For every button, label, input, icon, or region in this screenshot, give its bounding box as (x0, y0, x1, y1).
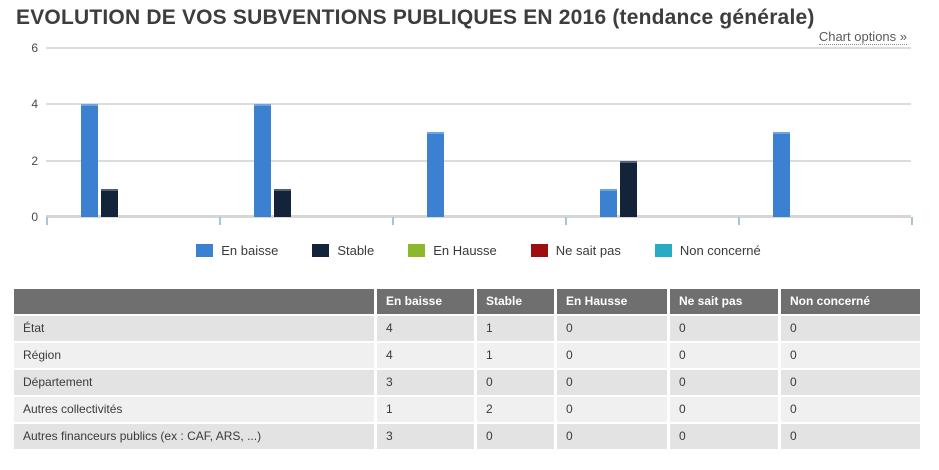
chart-options-link[interactable]: Chart options » (818, 29, 907, 45)
value-cell: 0 (781, 424, 920, 449)
legend-label: Stable (337, 243, 375, 258)
value-cell: 0 (557, 370, 667, 395)
value-cell: 0 (781, 370, 920, 395)
gridline (46, 160, 911, 162)
value-cell: 0 (477, 424, 554, 449)
legend-swatch-icon (312, 244, 330, 257)
legend-label: En Hausse (433, 243, 497, 258)
table-row: État 4 1 0 0 0 (14, 316, 920, 341)
table-header-cell: En baisse (377, 289, 474, 314)
value-cell: 0 (557, 343, 667, 368)
value-cell: 3 (377, 370, 474, 395)
legend-label: Non concerné (679, 243, 761, 258)
bar-en-baisse (81, 104, 98, 217)
x-axis-line (46, 215, 911, 218)
bar-en-baisse (427, 132, 444, 217)
value-cell: 0 (557, 397, 667, 422)
value-cell: 1 (477, 316, 554, 341)
value-cell: 0 (670, 343, 778, 368)
legend-label: En baisse (221, 243, 279, 258)
row-label: Département (14, 370, 374, 395)
row-label: Région (14, 343, 374, 368)
row-label: Autres financeurs publics (ex : CAF, ARS… (14, 424, 374, 449)
value-cell: 4 (377, 343, 474, 368)
bar-en-baisse (600, 189, 617, 217)
table-row: Autres financeurs publics (ex : CAF, ARS… (14, 424, 920, 449)
legend-item: En baisse (196, 243, 278, 258)
table-header-row: En baisse Stable En Hausse Ne sait pas Non c… (14, 289, 920, 314)
table-row: Département 3 0 0 0 0 (14, 370, 920, 395)
legend-swatch-icon (196, 244, 214, 257)
value-cell: 0 (781, 397, 920, 422)
y-axis-label: 2 (31, 154, 38, 168)
legend-item: Ne sait pas (530, 243, 621, 258)
table-header-cell: Non concerné (781, 289, 920, 314)
x-axis-tick (738, 217, 740, 225)
row-label: Autres collectivités (14, 397, 374, 422)
y-axis-label: 4 (31, 97, 38, 111)
value-cell: 0 (781, 343, 920, 368)
page-title: EVOLUTION DE VOS SUBVENTIONS PUBLIQUES E… (16, 6, 815, 29)
table-header-cell: Ne sait pas (670, 289, 778, 314)
value-cell: 1 (477, 343, 554, 368)
value-cell: 0 (670, 370, 778, 395)
x-axis-tick (219, 217, 221, 225)
value-cell: 4 (377, 316, 474, 341)
y-axis-label: 6 (31, 41, 38, 55)
chart-legend: En baisse Stable En Hausse Ne sait pas Non c… (46, 243, 911, 258)
bar-stable (101, 189, 118, 217)
x-axis-tick (46, 217, 48, 225)
results-table: En baisse Stable En Hausse Ne sait pas Non c… (14, 289, 920, 451)
value-cell: 0 (557, 316, 667, 341)
legend-swatch-icon (408, 244, 426, 257)
table-header-label-col (14, 289, 374, 314)
legend-swatch-icon (654, 244, 672, 257)
x-axis-tick (392, 217, 394, 225)
legend-item: Non concerné (654, 243, 761, 258)
value-cell: 3 (377, 424, 474, 449)
value-cell: 0 (670, 424, 778, 449)
bar-chart-plot-area: 6 4 2 0 (31, 41, 913, 225)
y-axis-label: 0 (31, 210, 38, 224)
bar-stable (620, 161, 637, 217)
value-cell: 0 (557, 424, 667, 449)
value-cell: 0 (670, 397, 778, 422)
legend-swatch-icon (530, 244, 548, 257)
legend-item: En Hausse (408, 243, 497, 258)
value-cell: 0 (670, 316, 778, 341)
value-cell: 2 (477, 397, 554, 422)
legend-item: Stable (312, 243, 374, 258)
table-body: État 4 1 0 0 0 Région 4 1 0 0 0 Département 3 0 0 0 0 Autr… (14, 316, 920, 449)
table-row: Autres collectivités 1 2 0 0 0 (14, 397, 920, 422)
bar-en-baisse (254, 104, 271, 217)
table-header-cell: En Hausse (557, 289, 667, 314)
value-cell: 0 (781, 316, 920, 341)
bar-en-baisse (773, 132, 790, 217)
value-cell: 1 (377, 397, 474, 422)
bar-stable (274, 189, 291, 217)
value-cell: 0 (477, 370, 554, 395)
x-axis-tick (911, 217, 913, 225)
legend-label: Ne sait pas (555, 243, 621, 258)
table-header-cell: Stable (477, 289, 554, 314)
table-row: Région 4 1 0 0 0 (14, 343, 920, 368)
row-label: État (14, 316, 374, 341)
x-axis-tick (565, 217, 567, 225)
gridline (46, 47, 911, 49)
gridline (46, 103, 911, 105)
